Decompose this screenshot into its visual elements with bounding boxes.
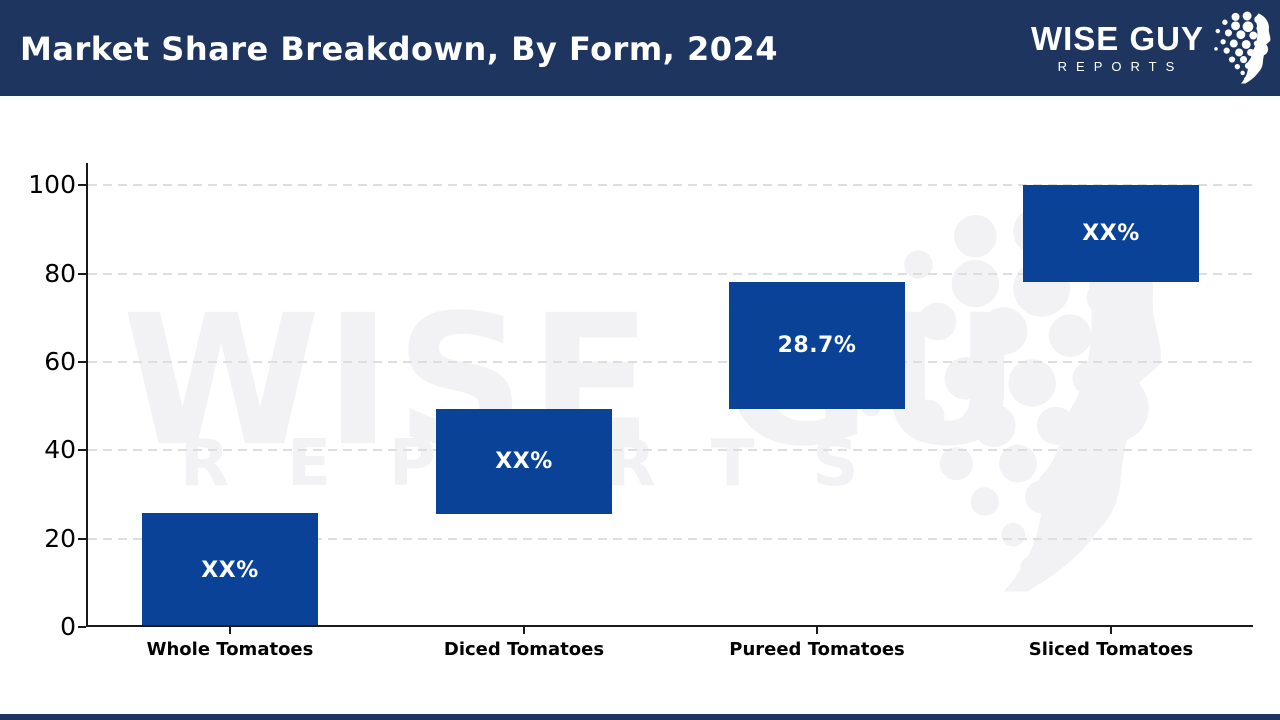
logo-wordmark: WISE GUY REPORTS [1031, 22, 1204, 74]
y-tick-label: 60 [44, 347, 76, 377]
x-tick-mark [816, 627, 818, 634]
x-axis [86, 625, 1253, 627]
y-tick-mark [78, 449, 86, 452]
header: Market Share Breakdown, By Form, 2024 WI… [0, 0, 1280, 96]
x-tick-mark [229, 627, 231, 634]
y-tick-label: 100 [28, 170, 76, 200]
bar-value-label: XX% [495, 448, 553, 474]
logo-wordmark-sub: REPORTS [1057, 58, 1184, 74]
bar: 28.7% [729, 282, 905, 409]
bar: XX% [436, 408, 612, 514]
bar: XX% [142, 513, 318, 627]
x-axis-label: Pureed Tomatoes [729, 639, 905, 660]
y-tick-label: 80 [44, 258, 76, 288]
bar-value-label: XX% [201, 557, 259, 583]
footer-bar [0, 714, 1280, 720]
y-tick-mark [78, 184, 86, 187]
y-axis [86, 163, 88, 627]
gridline [88, 537, 1253, 540]
gridline [88, 361, 1253, 364]
y-tick-mark [78, 626, 86, 628]
x-tick-mark [1110, 627, 1112, 634]
bar: XX% [1023, 185, 1199, 283]
x-tick-mark [523, 627, 525, 634]
y-tick-label: 0 [60, 612, 76, 641]
logo-wordmark-main: WISE GUY [1030, 20, 1204, 58]
y-tick-label: 20 [44, 523, 76, 553]
gridline [88, 272, 1253, 275]
x-axis-label: Diced Tomatoes [443, 639, 605, 660]
y-tick-mark [78, 537, 86, 540]
x-axis-label: Sliced Tomatoes [1028, 639, 1194, 660]
bar-value-label: XX% [1082, 221, 1140, 247]
x-axis-label: Whole Tomatoes [146, 639, 314, 660]
gridline [88, 449, 1253, 452]
y-tick-mark [78, 361, 86, 364]
gridline [88, 184, 1253, 187]
bar-value-label: 28.7% [777, 332, 857, 358]
y-tick-mark [78, 272, 86, 275]
logo-face-icon [1208, 10, 1272, 86]
y-tick-label: 40 [44, 435, 76, 465]
page-title: Market Share Breakdown, By Form, 2024 [20, 30, 779, 68]
brand-logo: WISE GUY REPORTS [1031, 8, 1272, 88]
